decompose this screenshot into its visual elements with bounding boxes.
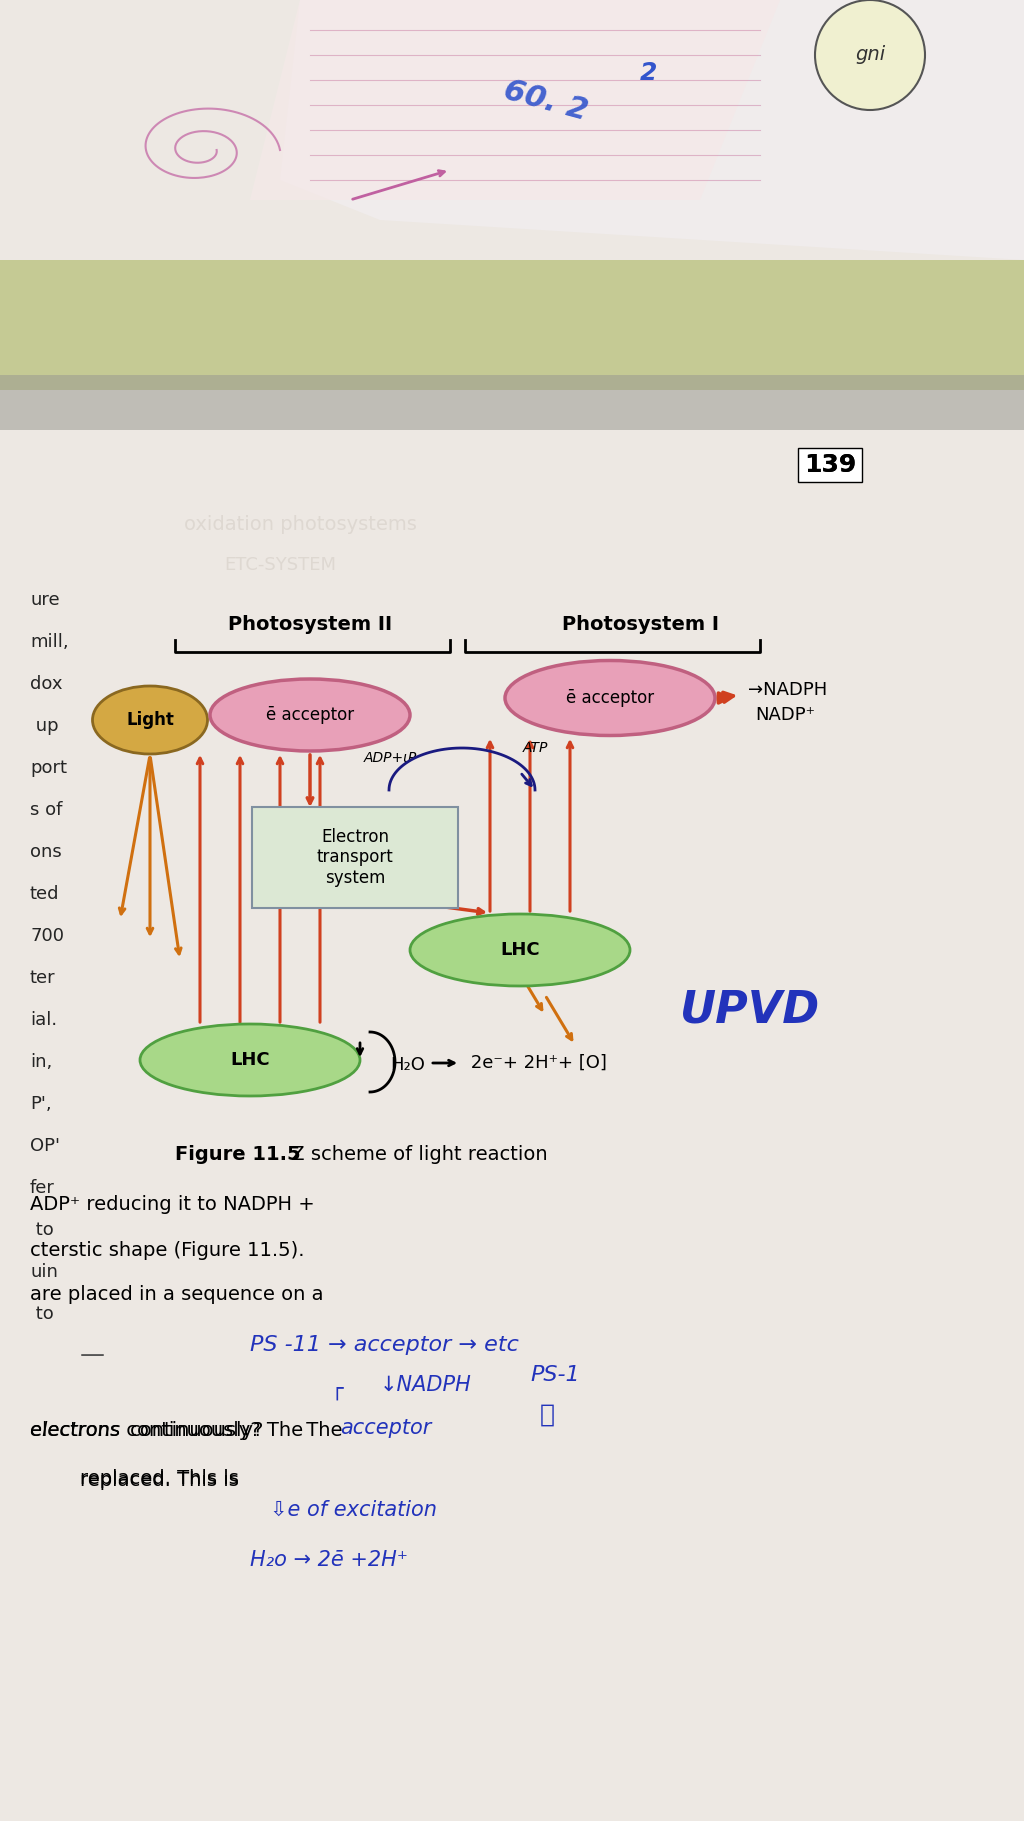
Text: ter: ter: [30, 969, 55, 987]
Text: acceptor: acceptor: [340, 1419, 431, 1439]
Text: ted: ted: [30, 885, 59, 903]
Text: UPVD: UPVD: [680, 989, 820, 1031]
Text: ↓NADPH: ↓NADPH: [380, 1375, 472, 1395]
Text: PS -11 → acceptor → etc: PS -11 → acceptor → etc: [250, 1335, 519, 1355]
Text: port: port: [30, 759, 67, 778]
Text: uin: uin: [30, 1264, 58, 1280]
Text: OP': OP': [30, 1136, 60, 1155]
Text: dox: dox: [30, 676, 62, 694]
Text: ADP+ιP: ADP+ιP: [364, 750, 417, 765]
Text: NADP⁺: NADP⁺: [755, 707, 815, 725]
Text: replaced. This is: replaced. This is: [30, 1468, 239, 1488]
Text: mill,: mill,: [30, 634, 69, 650]
Text: Photosystem I: Photosystem I: [561, 615, 719, 634]
Text: ons: ons: [30, 843, 61, 861]
Text: Figure 11.5: Figure 11.5: [175, 1145, 301, 1164]
Text: to: to: [30, 1306, 53, 1324]
Text: ure: ure: [30, 592, 59, 608]
Text: cterstic shape (Figure 11.5).: cterstic shape (Figure 11.5).: [30, 1240, 304, 1260]
Text: are placed in a sequence on a: are placed in a sequence on a: [30, 1286, 324, 1304]
Text: 700: 700: [30, 927, 63, 945]
Text: H₂o → 2ē +2H⁺: H₂o → 2ē +2H⁺: [250, 1550, 408, 1570]
Text: up: up: [30, 717, 58, 736]
FancyBboxPatch shape: [0, 375, 1024, 430]
Text: 2e⁻+ 2H⁺+ [O]: 2e⁻+ 2H⁺+ [O]: [465, 1054, 607, 1073]
FancyBboxPatch shape: [0, 441, 1024, 1821]
Text: H₂O: H₂O: [390, 1056, 425, 1074]
Text: LHC: LHC: [500, 941, 540, 960]
Polygon shape: [280, 0, 1024, 260]
Text: oxidation photosystems: oxidation photosystems: [183, 515, 417, 534]
Circle shape: [815, 0, 925, 109]
Ellipse shape: [92, 687, 208, 754]
Text: The: The: [300, 1420, 342, 1439]
Ellipse shape: [210, 679, 410, 750]
Text: ē acceptor: ē acceptor: [566, 688, 654, 707]
Text: LHC: LHC: [230, 1051, 269, 1069]
FancyBboxPatch shape: [252, 807, 458, 909]
Text: —: —: [80, 1344, 105, 1368]
Text: 60. 2: 60. 2: [500, 76, 591, 126]
Text: ┌: ┌: [330, 1380, 343, 1400]
Text: ⤶: ⤶: [540, 1402, 555, 1428]
Text: in,: in,: [30, 1053, 52, 1071]
Ellipse shape: [140, 1023, 360, 1096]
Text: electrons: electrons: [30, 1420, 126, 1439]
Ellipse shape: [410, 914, 630, 985]
Text: ial.: ial.: [30, 1011, 57, 1029]
Text: Light: Light: [126, 710, 174, 728]
Text: ADP⁺ reducing it to NADPH +: ADP⁺ reducing it to NADPH +: [30, 1196, 314, 1215]
Text: Photosystem II: Photosystem II: [228, 615, 392, 634]
Ellipse shape: [505, 661, 715, 736]
Text: 2: 2: [640, 60, 657, 86]
Text: 139: 139: [804, 453, 856, 477]
Polygon shape: [250, 0, 780, 200]
Text: electrons continuously? The: electrons continuously? The: [30, 1420, 303, 1439]
Text: to: to: [30, 1222, 53, 1238]
Text: ⇩e of excitation: ⇩e of excitation: [270, 1501, 437, 1521]
Text: 139: 139: [804, 453, 856, 477]
Text: ē acceptor: ē acceptor: [266, 707, 354, 725]
Text: gni: gni: [855, 46, 885, 64]
Text: ETC-SYSTEM: ETC-SYSTEM: [224, 555, 336, 574]
Text: continuously?: continuously?: [130, 1420, 264, 1439]
Text: P',: P',: [30, 1094, 51, 1113]
Text: Z scheme of light reaction: Z scheme of light reaction: [285, 1145, 548, 1164]
Text: ATP: ATP: [522, 741, 548, 756]
FancyBboxPatch shape: [0, 260, 1024, 390]
Text: replaced. This is: replaced. This is: [30, 1471, 239, 1490]
Text: fer: fer: [30, 1178, 55, 1196]
Text: PS-1: PS-1: [530, 1366, 580, 1386]
FancyBboxPatch shape: [798, 448, 862, 483]
Text: Electron
transport
system: Electron transport system: [316, 829, 393, 887]
Text: s of: s of: [30, 801, 62, 819]
Text: →NADPH: →NADPH: [748, 681, 827, 699]
